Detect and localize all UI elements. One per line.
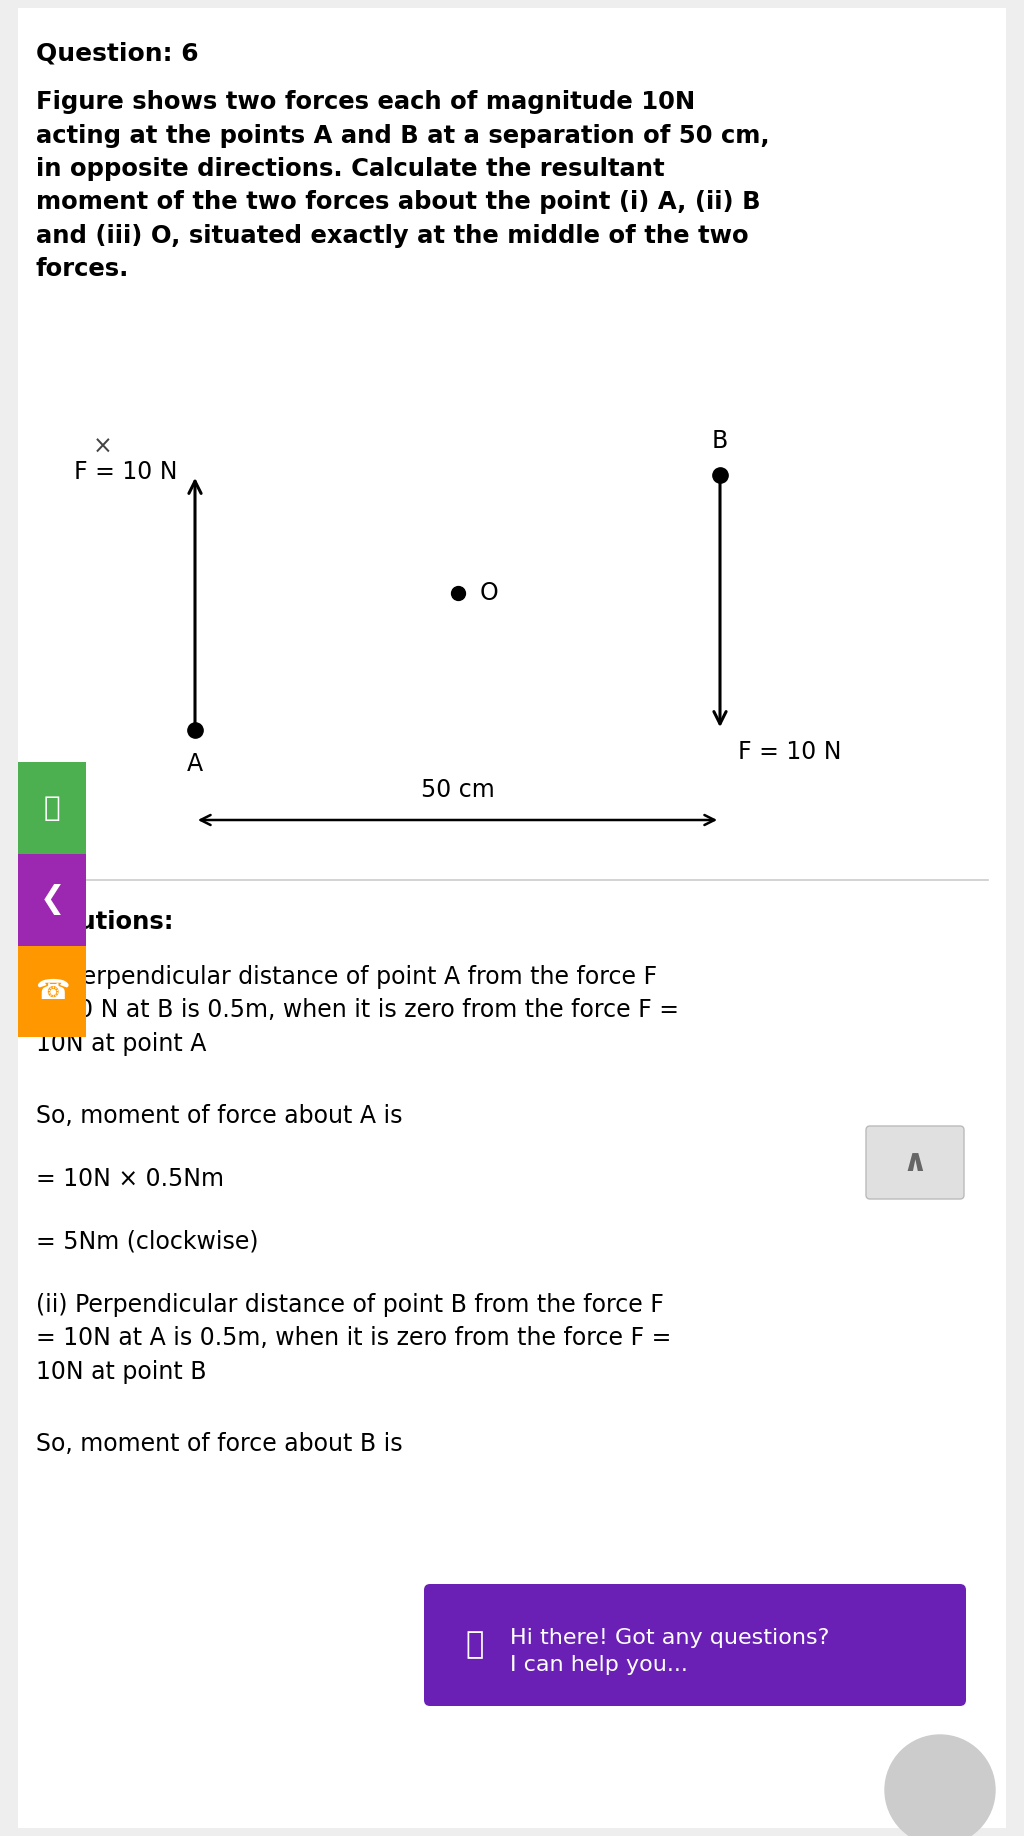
Text: So, moment of force about B is: So, moment of force about B is [36,1432,402,1456]
FancyBboxPatch shape [866,1125,964,1199]
Text: F = 10 N: F = 10 N [738,740,842,764]
Text: ☎: ☎ [35,977,70,1006]
FancyBboxPatch shape [18,854,86,946]
Text: Question: 6: Question: 6 [36,42,199,66]
Text: Solutions:: Solutions: [36,911,173,935]
Text: (ii) Perpendicular distance of point B from the force F
= 10N at A is 0.5m, when: (ii) Perpendicular distance of point B f… [36,1293,672,1384]
Text: Figure shows two forces each of magnitude 10N
acting at the points A and B at a : Figure shows two forces each of magnitud… [36,90,770,281]
Text: B: B [712,430,728,453]
Text: So, moment of force about A is: So, moment of force about A is [36,1103,402,1127]
Text: 👋: 👋 [466,1630,484,1660]
Text: (i) Perpendicular distance of point A from the force F
= 10 N at B is 0.5m, when: (i) Perpendicular distance of point A fr… [36,966,679,1056]
Text: F = 10 N: F = 10 N [74,461,177,485]
Text: O: O [479,580,499,604]
FancyBboxPatch shape [18,7,1006,1829]
Text: ❮: ❮ [39,885,65,914]
FancyBboxPatch shape [18,946,86,1037]
Text: = 5Nm (clockwise): = 5Nm (clockwise) [36,1230,258,1254]
Text: Hi there! Got any questions?
I can help you...: Hi there! Got any questions? I can help … [510,1629,829,1674]
Text: = 10N × 0.5Nm: = 10N × 0.5Nm [36,1168,224,1192]
FancyBboxPatch shape [18,762,86,854]
Text: A: A [187,753,203,777]
Text: ×: × [93,435,113,459]
Circle shape [885,1735,995,1836]
FancyBboxPatch shape [424,1584,966,1706]
Text: 50 cm: 50 cm [421,778,495,802]
Text: ∧: ∧ [902,1148,928,1177]
Text: ⓒ: ⓒ [44,793,60,823]
